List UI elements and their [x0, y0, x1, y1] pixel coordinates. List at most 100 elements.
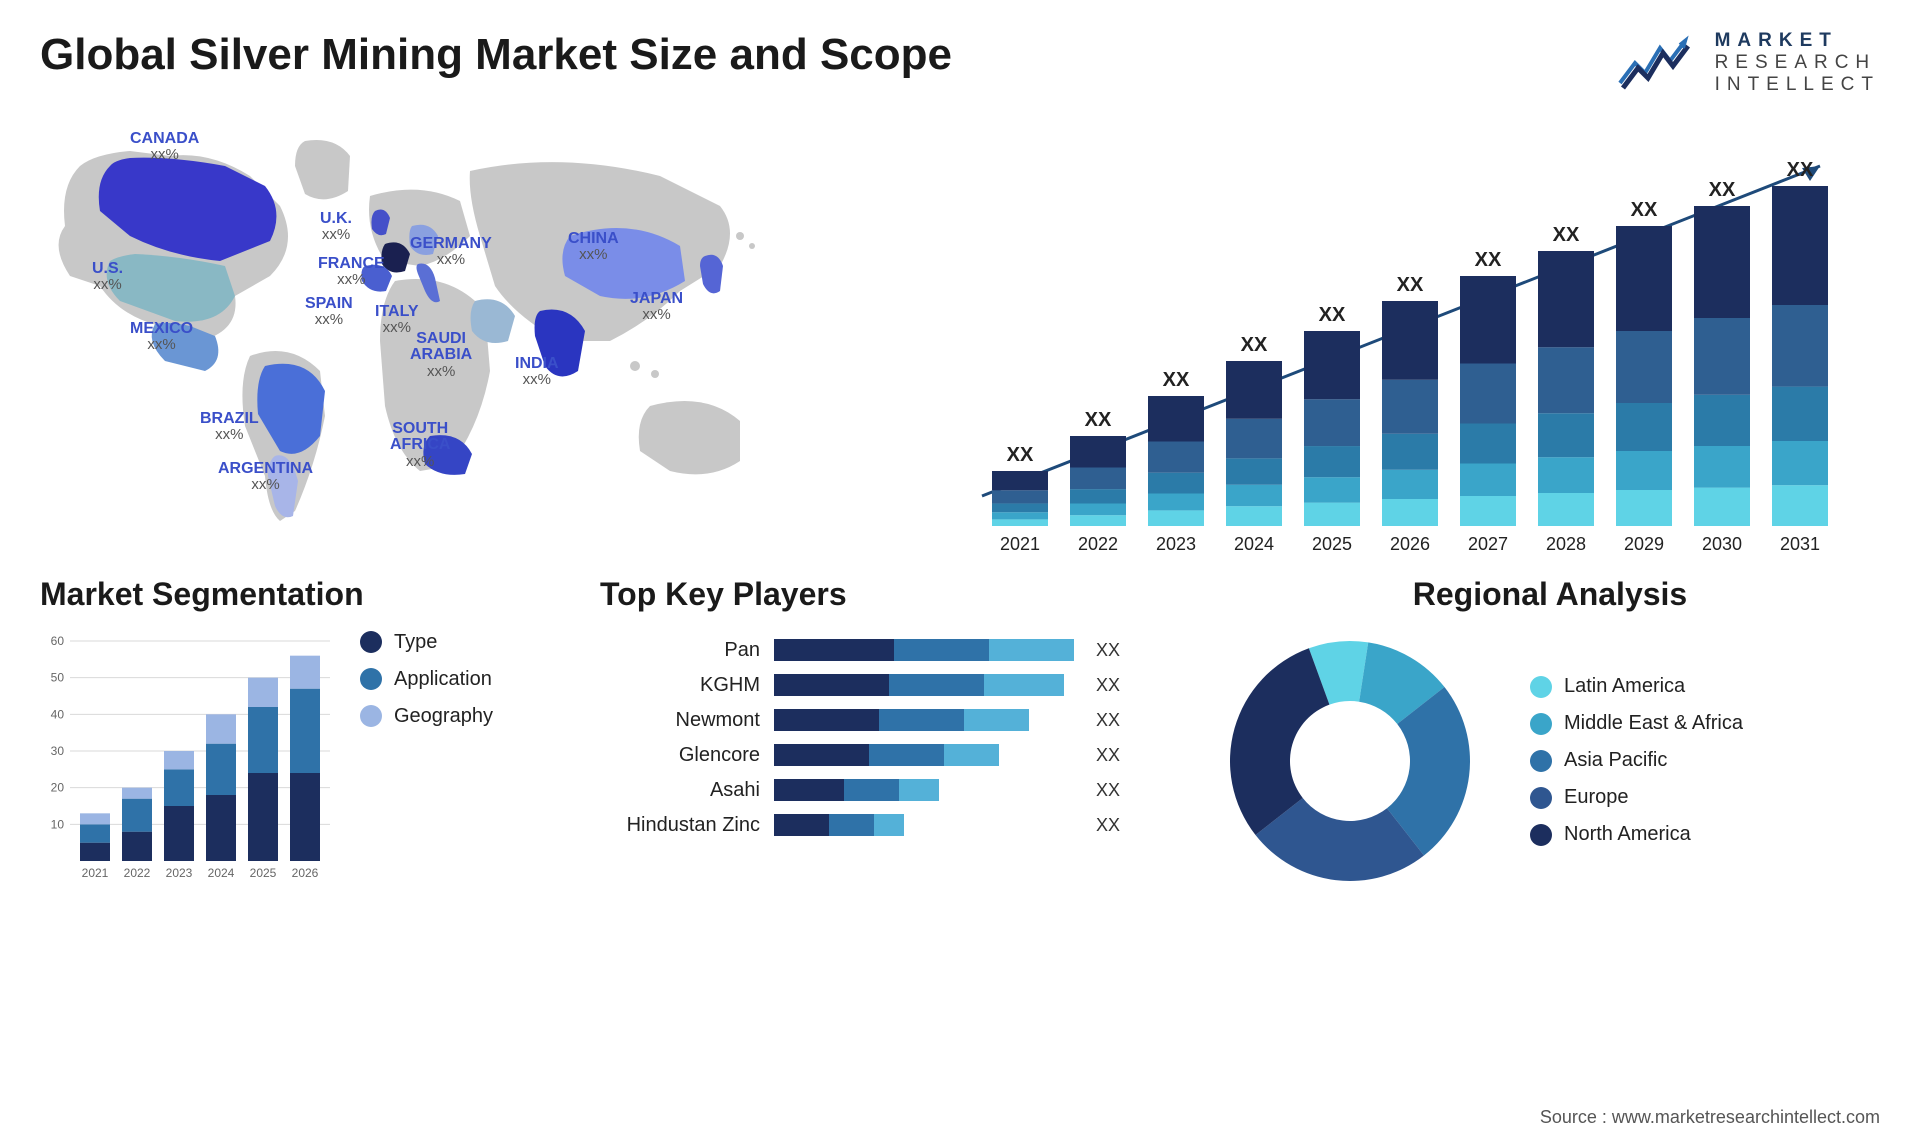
logo-line1: MARKET [1715, 30, 1838, 51]
player-row-hindustan-zinc: Hindustan Zinc XX [600, 814, 1160, 837]
source-text: Source : www.marketresearchintellect.com [1540, 1107, 1880, 1128]
regional-legend: Latin America Middle East & Africa Asia Pa… [1530, 675, 1743, 846]
players-title: Top Key Players [600, 576, 1160, 613]
logo-line2: RESEARCH [1715, 52, 1880, 74]
world-map: CANADAxx% U.S.xx%MEXICOxx% BRAZILxx% ARGENT… [40, 116, 910, 536]
svg-text:2027: 2027 [1468, 534, 1508, 554]
player-bar [774, 744, 1074, 766]
player-name: Asahi [600, 779, 760, 802]
player-row-pan: Pan XX [600, 639, 1160, 662]
growth-chart-svg: XX 2021 XX 2022 XX 2023 XX 2024 XX 2025 XX 2026 XX 20… [950, 146, 1850, 566]
player-bar [774, 779, 1074, 801]
segmentation-chart: 102030405060202120222023202420252026 [40, 631, 330, 891]
map-label-canada: CANADAxx% [130, 131, 199, 164]
region-legend-middle-east-africa: Middle East & Africa [1530, 712, 1743, 735]
svg-text:2025: 2025 [1312, 534, 1352, 554]
map-label-southafrica: SOUTHAFRICAxx% [390, 421, 450, 470]
player-name: Hindustan Zinc [600, 814, 760, 837]
svg-text:XX: XX [1085, 409, 1112, 431]
logo-line3: INTELLECT [1715, 74, 1880, 96]
map-label-mexico: MEXICOxx% [130, 321, 193, 354]
svg-text:2022: 2022 [1078, 534, 1118, 554]
region-legend-north-america: North America [1530, 823, 1743, 846]
player-row-asahi: Asahi XX [600, 779, 1160, 802]
svg-text:60: 60 [51, 634, 65, 648]
player-row-glencore: Glencore XX [600, 744, 1160, 767]
map-label-japan: JAPANxx% [630, 291, 683, 324]
map-label-spain: SPAINxx% [305, 296, 353, 329]
svg-text:2025: 2025 [250, 866, 277, 880]
page-title: Global Silver Mining Market Size and Sco… [40, 30, 952, 80]
svg-text:XX: XX [1787, 159, 1814, 181]
players-panel: Top Key Players PanXXKGHMXXNewmontXXGlen… [600, 576, 1160, 891]
svg-text:2026: 2026 [1390, 534, 1430, 554]
player-name: Pan [600, 639, 760, 662]
player-row-kghm: KGHM XX [600, 674, 1160, 697]
players-chart: PanXXKGHMXXNewmontXXGlencoreXXAsahiXXHin… [600, 631, 1160, 837]
player-row-newmont: Newmont XX [600, 709, 1160, 732]
map-label-us: U.S.xx% [92, 261, 123, 294]
map-label-uk: U.K.xx% [320, 211, 352, 244]
player-name: KGHM [600, 674, 760, 697]
regional-title: Regional Analysis [1220, 576, 1880, 613]
svg-text:2028: 2028 [1546, 534, 1586, 554]
player-bar [774, 814, 1074, 836]
region-legend-asia-pacific: Asia Pacific [1530, 749, 1743, 772]
segmentation-legend: Type Application Geography [360, 631, 493, 728]
player-bar [774, 639, 1074, 661]
svg-text:2029: 2029 [1624, 534, 1664, 554]
growth-chart: XX2021XX2022XX2023XX2024XX2025XX2026XX20… [950, 116, 1880, 536]
player-value: XX [1088, 780, 1120, 801]
svg-text:10: 10 [51, 817, 65, 831]
seg-legend-application: Application [360, 668, 493, 691]
svg-text:30: 30 [51, 744, 65, 758]
svg-text:2023: 2023 [1156, 534, 1196, 554]
svg-text:XX: XX [1007, 444, 1034, 466]
svg-text:2031: 2031 [1780, 534, 1820, 554]
map-label-france: FRANCExx% [318, 256, 385, 289]
player-bar [774, 709, 1074, 731]
svg-text:2021: 2021 [82, 866, 109, 880]
regional-donut [1220, 631, 1480, 891]
player-value: XX [1088, 640, 1120, 661]
map-label-india: INDIAxx% [515, 356, 559, 389]
player-value: XX [1088, 815, 1120, 836]
svg-text:XX: XX [1553, 224, 1580, 246]
map-label-saudiarabia: SAUDIARABIAxx% [410, 331, 472, 380]
svg-text:XX: XX [1397, 274, 1424, 296]
svg-text:XX: XX [1475, 249, 1502, 271]
player-value: XX [1088, 710, 1120, 731]
region-legend-europe: Europe [1530, 786, 1743, 809]
map-label-germany: GERMANYxx% [410, 236, 492, 269]
svg-text:40: 40 [51, 707, 65, 721]
logo: MARKET RESEARCH INTELLECT [1615, 30, 1880, 96]
seg-legend-type: Type [360, 631, 493, 654]
svg-text:50: 50 [51, 670, 65, 684]
player-name: Glencore [600, 744, 760, 767]
svg-text:2022: 2022 [124, 866, 151, 880]
svg-text:XX: XX [1241, 334, 1268, 356]
svg-text:2024: 2024 [1234, 534, 1274, 554]
svg-text:2023: 2023 [166, 866, 193, 880]
segmentation-panel: Market Segmentation 10 20 30 40 50 60 2021 2022… [40, 576, 540, 891]
svg-text:2021: 2021 [1000, 534, 1040, 554]
svg-text:2026: 2026 [292, 866, 319, 880]
map-label-brazil: BRAZILxx% [200, 411, 259, 444]
player-value: XX [1088, 675, 1120, 696]
svg-text:20: 20 [51, 780, 65, 794]
svg-text:2030: 2030 [1702, 534, 1742, 554]
map-label-china: CHINAxx% [568, 231, 619, 264]
player-value: XX [1088, 745, 1120, 766]
regional-panel: Regional Analysis Latin America Middle Ea… [1220, 576, 1880, 891]
svg-text:XX: XX [1709, 179, 1736, 201]
svg-text:XX: XX [1319, 304, 1346, 326]
segmentation-title: Market Segmentation [40, 576, 540, 613]
player-name: Newmont [600, 709, 760, 732]
region-legend-latin-america: Latin America [1530, 675, 1743, 698]
svg-text:XX: XX [1631, 199, 1658, 221]
svg-text:XX: XX [1163, 369, 1190, 391]
logo-icon [1615, 33, 1705, 93]
player-bar [774, 674, 1074, 696]
map-label-argentina: ARGENTINAxx% [218, 461, 313, 494]
seg-legend-geography: Geography [360, 705, 493, 728]
